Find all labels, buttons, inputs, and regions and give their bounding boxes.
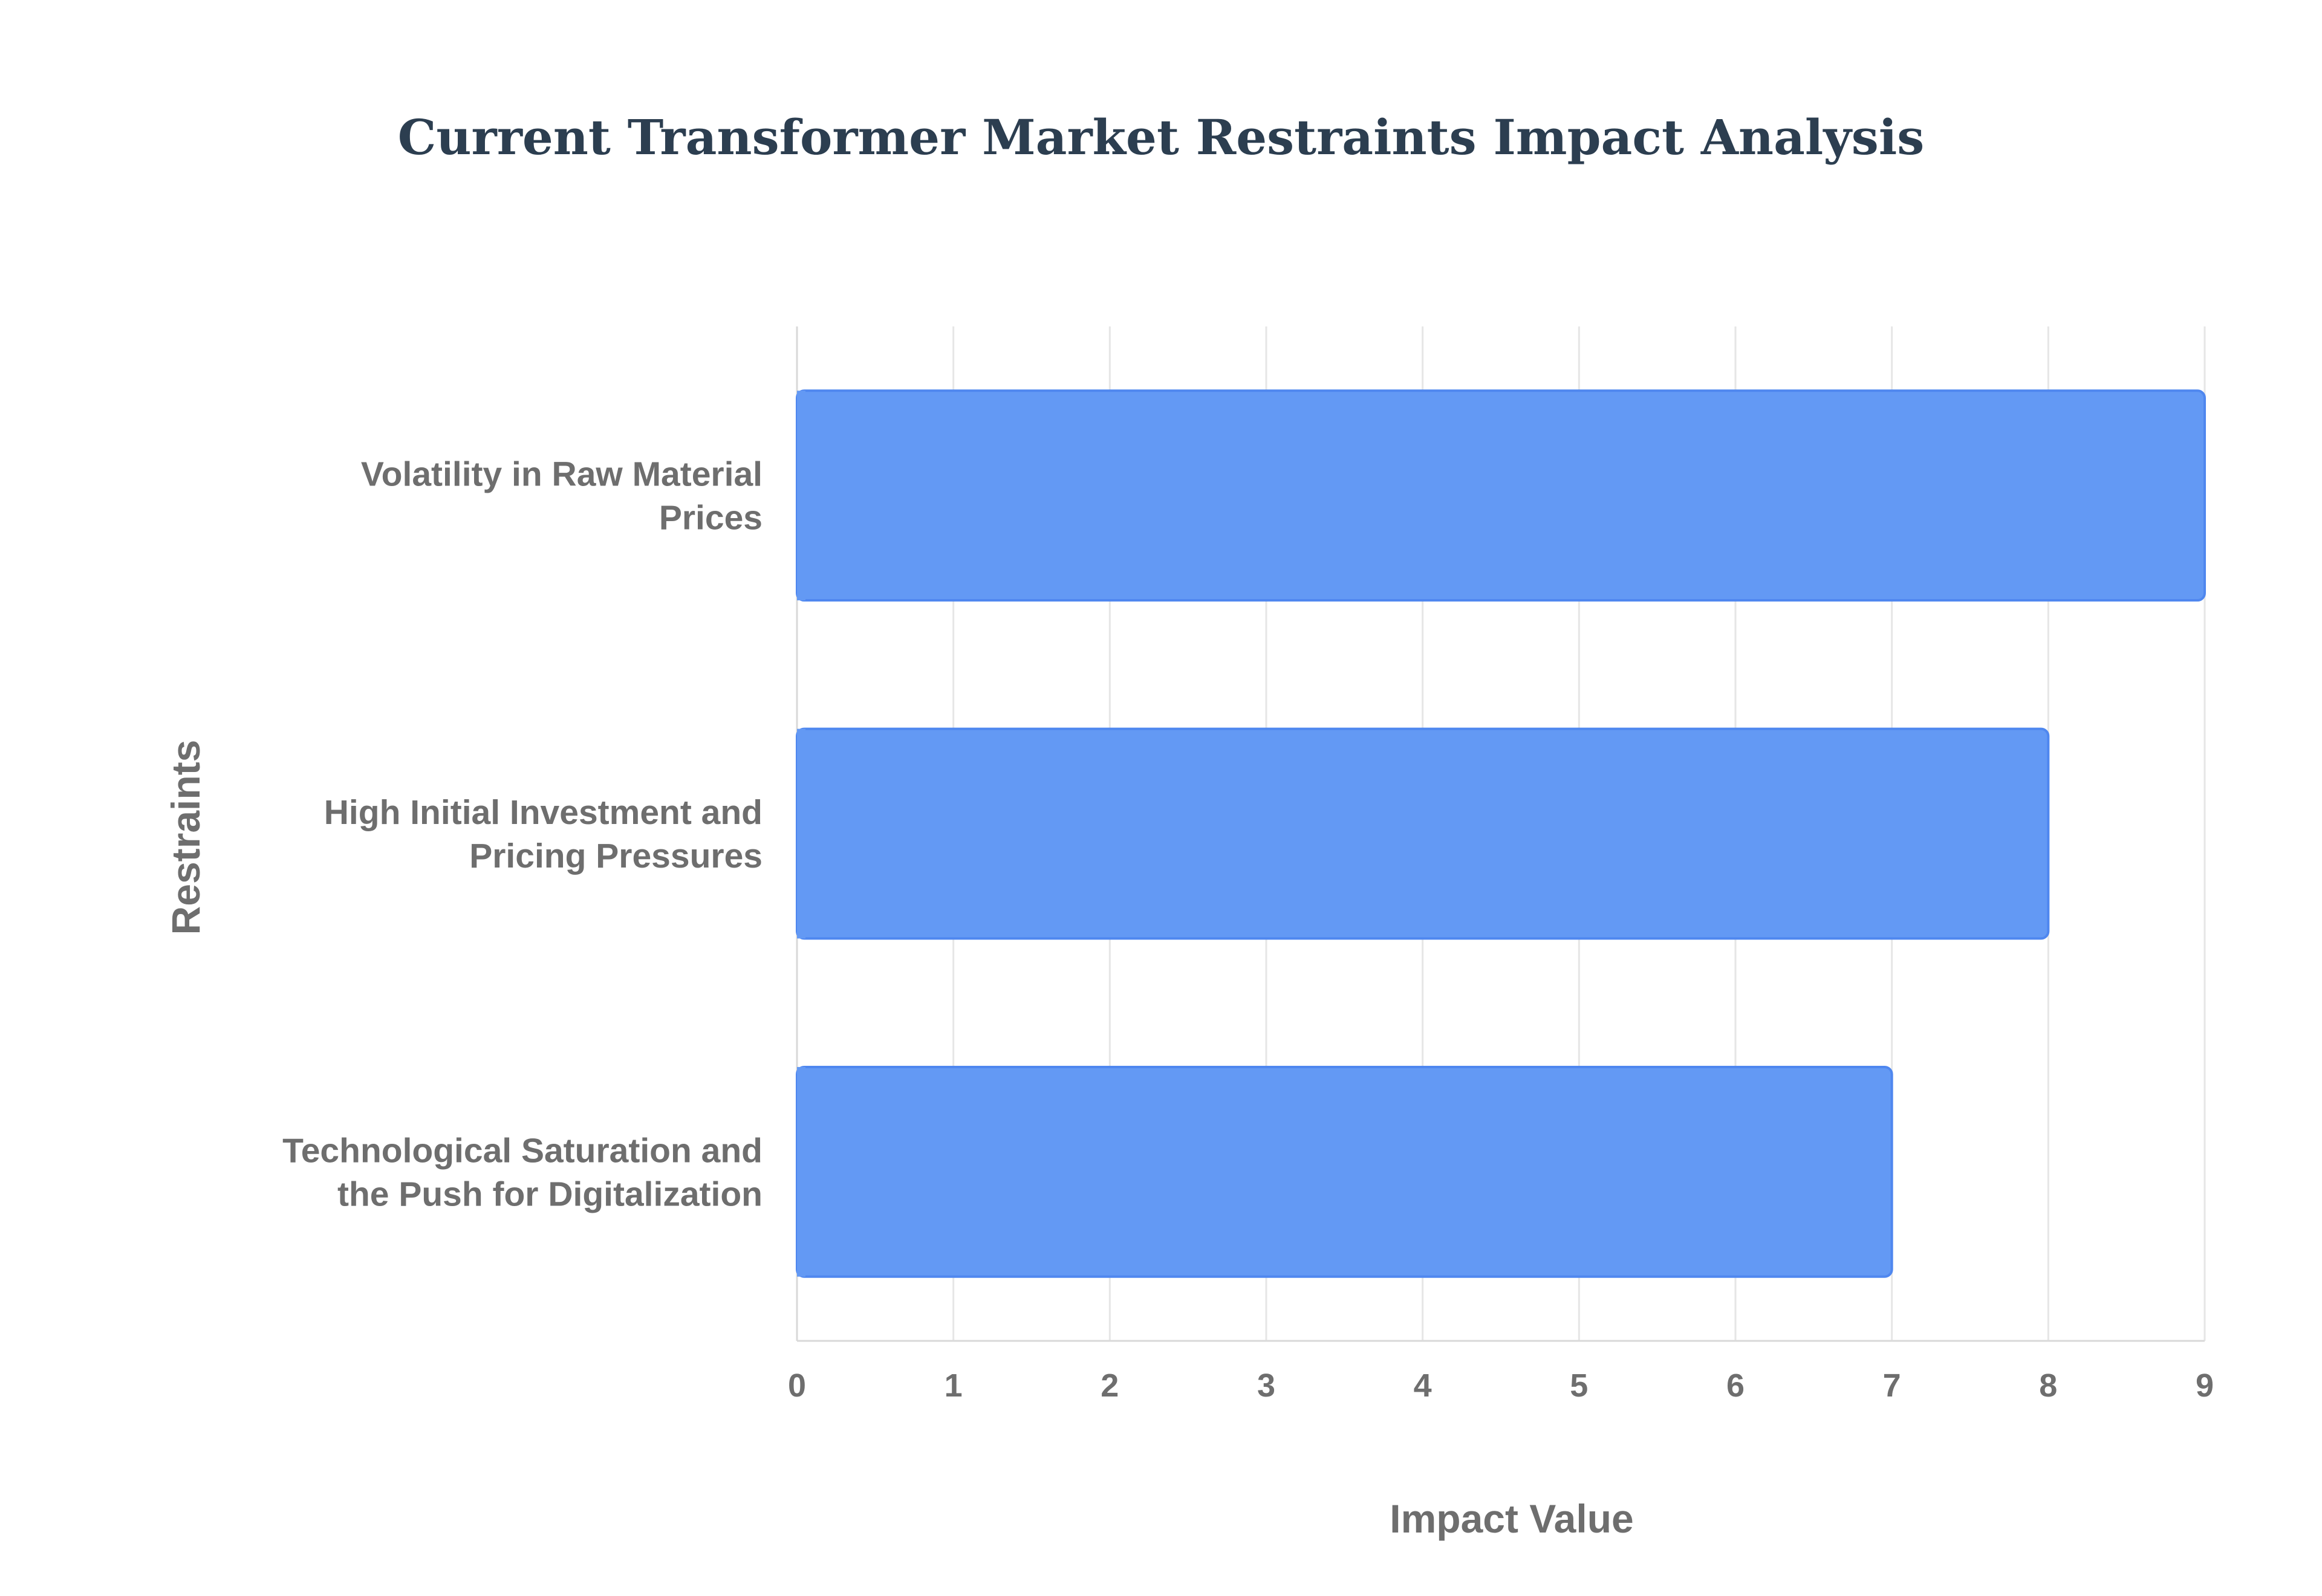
category-label-line: the Push for Digitalization bbox=[337, 1175, 763, 1213]
x-axis-title: Impact Value bbox=[1390, 1496, 1634, 1541]
category-label: Technological Saturation and the Push for… bbox=[282, 1131, 763, 1213]
x-tick-label: 6 bbox=[1726, 1367, 1745, 1404]
x-tick-label: 1 bbox=[945, 1367, 963, 1404]
category-labels: Volatility in Raw Material Prices High Ini… bbox=[282, 455, 763, 1214]
chart-title: Current Transformer Market Restraints Im… bbox=[398, 109, 1925, 166]
bar-base-0 bbox=[797, 391, 805, 601]
bar-1[interactable] bbox=[796, 727, 2050, 940]
category-label: High Initial Investment and Pricing Press… bbox=[324, 793, 763, 875]
category-label-line: Technological Saturation and bbox=[282, 1131, 763, 1170]
x-tick-label: 9 bbox=[2196, 1367, 2214, 1404]
x-tick-label: 7 bbox=[1883, 1367, 1901, 1404]
x-tick-label: 2 bbox=[1101, 1367, 1119, 1404]
category-label-line: Prices bbox=[659, 499, 763, 537]
category-label-line: High Initial Investment and bbox=[324, 793, 763, 832]
category-label-line: Volatility in Raw Material bbox=[361, 455, 763, 494]
category-label-line: Pricing Pressures bbox=[469, 837, 763, 875]
x-tick-label: 3 bbox=[1257, 1367, 1275, 1404]
x-tick-label: 0 bbox=[788, 1367, 806, 1404]
bar-0[interactable] bbox=[796, 389, 2206, 602]
y-axis-title: Restraints bbox=[163, 740, 208, 935]
bar-base-1 bbox=[797, 728, 805, 939]
bars bbox=[796, 389, 2206, 1278]
x-tick-label: 4 bbox=[1414, 1367, 1432, 1404]
x-tick-labels: 0 1 2 3 4 5 6 7 8 9 bbox=[788, 1367, 2214, 1404]
bar-2[interactable] bbox=[796, 1065, 1893, 1278]
x-tick-label: 8 bbox=[2039, 1367, 2057, 1404]
category-label: Volatility in Raw Material Prices bbox=[361, 455, 763, 537]
x-tick-label: 5 bbox=[1570, 1367, 1588, 1404]
bar-base-2 bbox=[797, 1066, 805, 1277]
